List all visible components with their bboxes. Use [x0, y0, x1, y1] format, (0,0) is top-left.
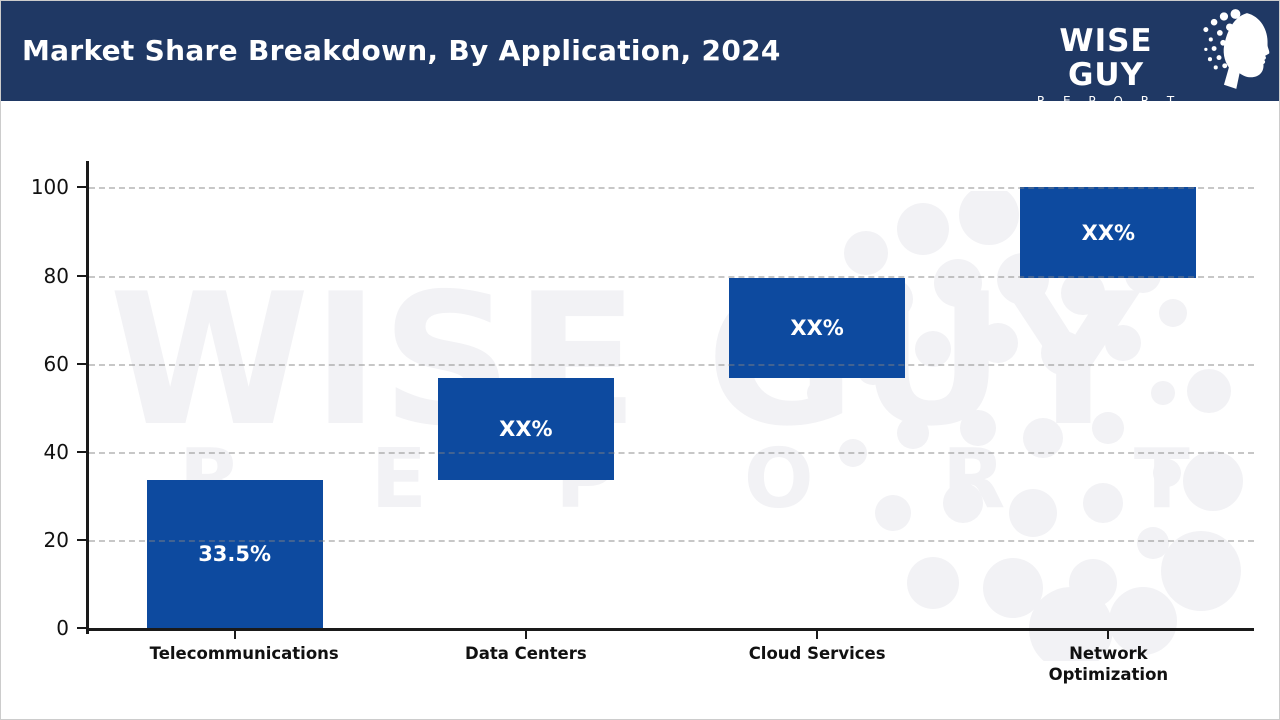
y-tick-mark [77, 274, 86, 277]
y-tick-mark [77, 450, 86, 453]
gridline [89, 363, 1254, 366]
gridline [89, 539, 1254, 542]
wiseguy-logo-line1: WISE GUY [1059, 23, 1153, 93]
y-tick-label: 100 [30, 175, 69, 200]
wiseguy-logo-line2: R E P O R T S [1036, 94, 1182, 122]
wiseguy-logo: WISE GUY R E P O R T S [1020, 6, 1270, 122]
y-tick-mark [77, 538, 86, 541]
x-tick-mark [233, 631, 236, 639]
bar-value-label: 33.5% [198, 542, 272, 567]
y-tick-label: 20 [43, 527, 69, 552]
x-tick-mark [524, 631, 527, 639]
bar-value-label: XX% [1081, 220, 1136, 245]
y-tick-label: 80 [43, 263, 69, 288]
y-tick-label: 60 [43, 351, 69, 376]
header-band: Market Share Breakdown, By Application, … [1, 1, 1279, 122]
bar-value-label: XX% [790, 315, 844, 340]
x-tick-mark [1107, 631, 1110, 639]
y-tick-mark [77, 186, 86, 189]
y-tick-label: 40 [43, 439, 69, 464]
y-tick-label: 0 [56, 616, 69, 640]
wiseguy-head-logo-icon [1203, 9, 1270, 89]
gridline [89, 187, 1254, 190]
y-tick-mark [77, 627, 86, 629]
x-tick-mark [816, 631, 819, 639]
bar-cloud-services: XX% [729, 277, 906, 379]
watermark-head-dots-icon [807, 191, 1243, 661]
page-title: Market Share Breakdown, By Application, … [22, 34, 781, 67]
bar-value-label: XX% [499, 417, 553, 442]
gridline [89, 451, 1254, 454]
x-category-label: Cloud Services [748, 644, 886, 663]
wiseguy-logo-text: WISE GUY R E P O R T S [1020, 24, 1192, 122]
gridline [89, 275, 1254, 278]
x-category-label: Telecommunications [149, 644, 339, 663]
x-category-label: Data Centers [465, 644, 587, 663]
waterfall-chart: 0 20 40 60 80 100 33.5% XX% XX% XX% Telecommunic… [31, 161, 1254, 684]
bar-network-optimization: XX% [1020, 187, 1197, 278]
y-axis-spine [86, 161, 89, 634]
x-axis-spine [86, 628, 1254, 631]
bar-telecommunications: 33.5% [146, 480, 323, 628]
bar-data-centers: XX% [437, 378, 614, 481]
x-category-label: Network Optimization [1048, 644, 1169, 684]
y-tick-mark [77, 362, 86, 365]
